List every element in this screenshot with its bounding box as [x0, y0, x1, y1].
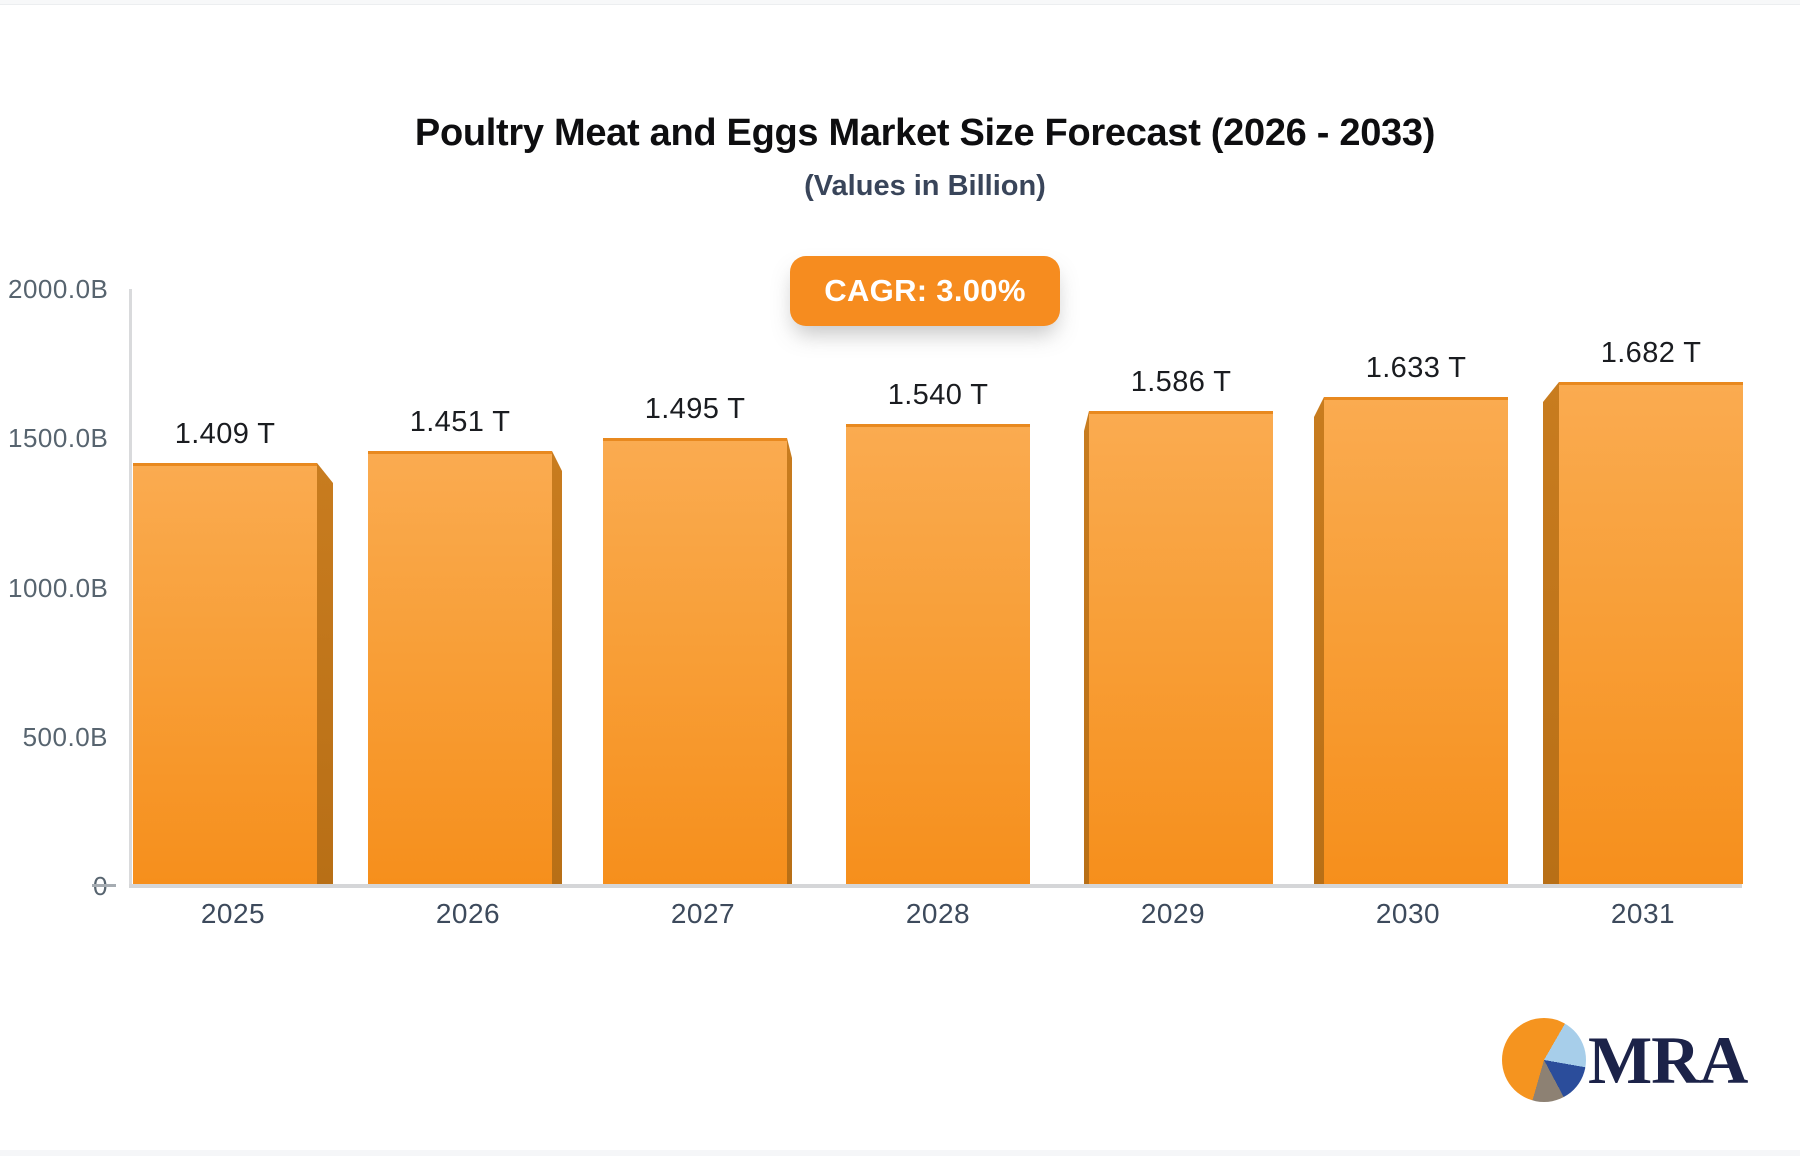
bar-slot-2031: 1.682 T	[1543, 287, 1743, 884]
x-tick-label-2029: 2029	[1140, 898, 1206, 929]
bar-slot-2029: 1.586 T	[1073, 287, 1273, 884]
y-axis-line	[129, 289, 132, 884]
y-tick-label-1500: 1500.0B	[8, 423, 109, 453]
bar-value-label-2025: 1.409 T	[174, 418, 276, 450]
bar-3d-side-2029	[1084, 411, 1089, 884]
cagr-badge-label: CAGR: 3.00%	[824, 273, 1026, 308]
bar-2028[interactable]	[846, 424, 1030, 884]
logo-text: MRA	[1588, 1022, 1748, 1098]
bar-value-label-2027: 1.495 T	[644, 393, 746, 425]
plot-area: 1.409 T 1.451 T 1.495 T 1.540 T 1.586 T 1.633…	[133, 287, 1743, 884]
y-tick-label-1000: 1000.0B	[8, 573, 109, 603]
bar-2026[interactable]	[368, 451, 552, 884]
mra-logo: MRA	[1502, 1018, 1748, 1102]
chart-title: Poultry Meat and Eggs Market Size Foreca…	[414, 112, 1436, 154]
bar-3d-side-2025	[317, 463, 333, 884]
x-tick-label-2031: 2031	[1610, 898, 1676, 929]
x-tick-label-2027: 2027	[670, 898, 736, 929]
bar-value-label-2031: 1.682 T	[1600, 337, 1702, 369]
y-tick-label-2000: 2000.0B	[8, 274, 109, 304]
bar-2029[interactable]	[1089, 411, 1273, 884]
bottom-border-band	[0, 1150, 1800, 1156]
bar-3d-side-2027	[787, 438, 792, 884]
bar-3d-side-2026	[552, 451, 562, 884]
x-tick-label-2026: 2026	[435, 898, 501, 929]
x-axis-line	[129, 884, 1742, 888]
bar-3d-side-2031	[1543, 382, 1559, 884]
y-tick-label-500: 500.0B	[22, 722, 108, 752]
bar-value-label-2029: 1.586 T	[1130, 366, 1232, 398]
cagr-badge: CAGR: 3.00%	[790, 256, 1060, 326]
bar-slot-2026: 1.451 T	[368, 287, 568, 884]
bar-value-label-2026: 1.451 T	[409, 406, 511, 438]
x-tick-label-2030: 2030	[1375, 898, 1441, 929]
x-tick-label-2025: 2025	[200, 898, 266, 929]
zero-tick-mark	[92, 884, 116, 887]
top-border-band	[0, 0, 1800, 5]
bar-2030[interactable]	[1324, 397, 1508, 884]
pie-chart-logo-icon	[1502, 1018, 1586, 1102]
bar-value-label-2028: 1.540 T	[887, 379, 989, 411]
bar-3d-side-2030	[1314, 397, 1324, 884]
x-axis: 2025 2026 2027 2028 2029 2030 2031	[133, 898, 1743, 930]
chart-subtitle: (Values in Billion)	[804, 170, 1046, 202]
bar-slot-2028: 1.540 T	[838, 287, 1038, 884]
bar-slot-2030: 1.633 T	[1308, 287, 1508, 884]
bar-2025[interactable]	[133, 463, 317, 884]
bar-2031[interactable]	[1559, 382, 1743, 884]
bar-value-label-2030: 1.633 T	[1365, 352, 1467, 384]
bar-2027[interactable]	[603, 438, 787, 884]
bar-slot-2027: 1.495 T	[603, 287, 803, 884]
bar-slot-2025: 1.409 T	[133, 287, 333, 884]
x-tick-label-2028: 2028	[905, 898, 971, 929]
